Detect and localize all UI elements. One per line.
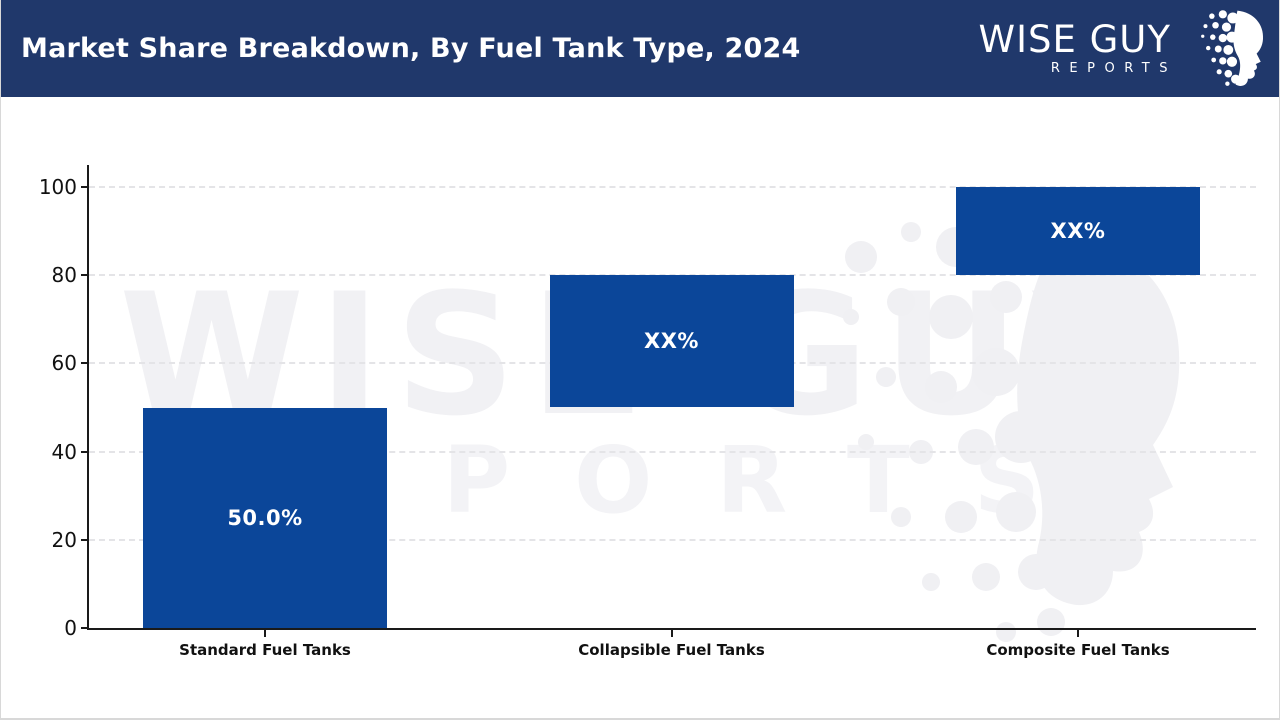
y-axis-tick-label: 80: [51, 263, 77, 288]
y-gridline: [89, 186, 1256, 188]
y-tick-mark: [81, 538, 89, 541]
y-tick-mark: [81, 362, 89, 365]
logo-wiseguy-label: WISE GUY: [978, 18, 1171, 61]
y-axis-tick-label: 40: [51, 439, 77, 464]
logo-face-icon: [1201, 9, 1264, 86]
y-gridline: [89, 450, 1256, 453]
x-axis-category-label: Standard Fuel Tanks: [179, 641, 351, 659]
y-axis-tick-label: 60: [51, 351, 77, 376]
header-bar: Market Share Breakdown, By Fuel Tank Typ…: [1, 0, 1279, 97]
y-tick-mark: [81, 450, 89, 453]
x-tick-mark: [264, 630, 266, 637]
x-axis-category-label: Composite Fuel Tanks: [986, 641, 1170, 659]
page-title: Market Share Breakdown, By Fuel Tank Typ…: [21, 33, 801, 64]
y-tick-mark: [81, 627, 89, 629]
bar-segment: XX%: [956, 187, 1200, 276]
x-axis-line: [87, 628, 1256, 630]
bar-value-label: XX%: [644, 329, 699, 354]
y-axis-tick-label: 20: [51, 527, 77, 552]
bar-segment: 50.0%: [143, 407, 387, 628]
logo-text: WISE GUY REPORTS: [979, 21, 1171, 76]
x-tick-mark: [1077, 630, 1079, 637]
y-axis-tick-label: 100: [38, 175, 77, 199]
y-tick-mark: [81, 186, 89, 188]
y-gridline: [89, 538, 1256, 541]
y-axis-line: [87, 165, 89, 630]
bar-segment: XX%: [549, 275, 794, 408]
logo-reports-label: REPORTS: [1050, 61, 1177, 76]
x-axis-category-label: Collapsible Fuel Tanks: [578, 641, 765, 659]
bar-value-label: XX%: [1050, 219, 1106, 244]
bar-value-label: 50.0%: [227, 505, 303, 530]
y-tick-mark: [81, 274, 89, 277]
wise-guy-reports-logo: WISE GUY REPORTS: [979, 7, 1279, 91]
x-tick-mark: [670, 630, 673, 637]
y-axis-tick-label: 0: [64, 616, 77, 640]
